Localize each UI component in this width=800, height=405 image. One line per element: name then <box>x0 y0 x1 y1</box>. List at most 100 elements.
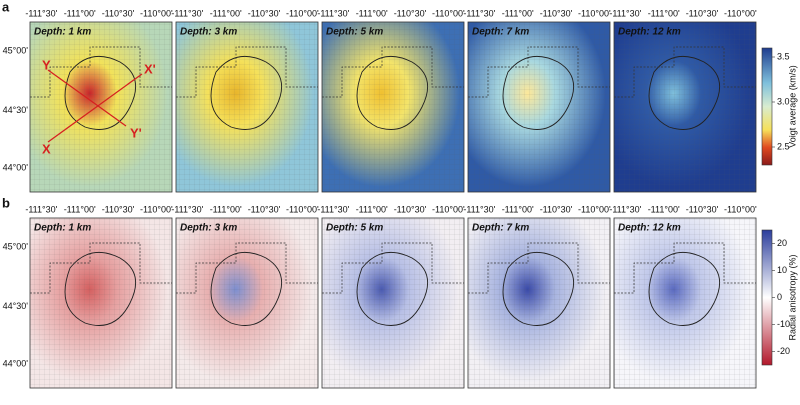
map-grid <box>468 22 610 192</box>
longitude-label: -110°00' <box>286 204 319 214</box>
map-grid <box>176 22 318 192</box>
contour <box>64 251 137 326</box>
latitude-label: 44°30' <box>3 105 29 115</box>
longitude-label: -111°30' <box>609 204 641 214</box>
colorbar-label: Voigt average (km/s) <box>787 65 797 148</box>
latitude-label: 44°00' <box>3 359 29 369</box>
longitude-label: -110°00' <box>724 204 757 214</box>
longitude-label: -111°00' <box>502 204 534 214</box>
longitude-label: -111°30' <box>171 204 203 214</box>
latitude-label: 44°00' <box>3 163 29 173</box>
contour <box>648 55 721 130</box>
longitude-label: -110°00' <box>578 8 611 18</box>
longitude-label: -111°00' <box>648 8 680 18</box>
boundary <box>614 46 756 98</box>
colorbar-tick-label: 3.5 <box>777 51 790 61</box>
colorbar-tick-label: 0 <box>777 292 782 302</box>
longitude-label: -110°30' <box>394 8 427 18</box>
profile-label: X' <box>144 61 156 76</box>
longitude-label: -111°30' <box>463 204 495 214</box>
longitude-label: -110°30' <box>248 204 281 214</box>
colorbar <box>761 229 773 366</box>
longitude-label: -111°30' <box>171 8 203 18</box>
longitude-label: -110°00' <box>432 204 465 214</box>
longitude-label: -110°00' <box>140 204 173 214</box>
longitude-label: -110°00' <box>286 8 319 18</box>
longitude-label: -110°30' <box>540 8 573 18</box>
boundary <box>176 242 318 294</box>
longitude-label: -110°30' <box>540 204 573 214</box>
longitude-label: -111°30' <box>317 8 349 18</box>
longitude-label: -110°30' <box>248 8 281 18</box>
depth-label: Depth: 12 km <box>618 223 681 234</box>
colorbar-tick-label: 3.0 <box>777 96 790 106</box>
longitude-label: -110°30' <box>102 204 135 214</box>
depth-label: Depth: 12 km <box>618 27 681 38</box>
latitude-label: 45°00' <box>3 45 29 55</box>
longitude-label: -111°00' <box>648 204 680 214</box>
longitude-label: -111°00' <box>210 204 242 214</box>
panel-letter: b <box>2 195 10 210</box>
map-grid <box>614 22 756 192</box>
contour <box>210 251 283 326</box>
colorbar-tick-label: -10 <box>777 319 790 329</box>
panel-letter: a <box>2 0 10 14</box>
longitude-label: -110°30' <box>686 8 719 18</box>
contour <box>502 251 575 326</box>
contour <box>356 251 429 326</box>
colorbar-label: Radial anisotropy (%) <box>787 254 797 340</box>
contour <box>648 251 721 326</box>
contour <box>210 55 283 130</box>
longitude-label: -111°00' <box>502 8 534 18</box>
longitude-label: -111°30' <box>317 204 349 214</box>
colorbar-tick-label: 2.5 <box>777 141 790 151</box>
longitude-label: -111°30' <box>25 8 57 18</box>
boundary <box>468 242 610 294</box>
contour <box>356 55 429 130</box>
profile-line <box>47 69 127 127</box>
longitude-label: -111°30' <box>463 8 495 18</box>
boundary <box>322 46 464 98</box>
depth-label: Depth: 7 km <box>472 223 529 234</box>
longitude-label: -111°00' <box>356 204 388 214</box>
longitude-label: -110°00' <box>578 204 611 214</box>
depth-label: Depth: 7 km <box>472 27 529 38</box>
longitude-label: -110°30' <box>102 8 135 18</box>
map-grid <box>176 218 318 388</box>
depth-label: Depth: 1 km <box>34 223 91 234</box>
depth-label: Depth: 5 km <box>326 27 383 38</box>
longitude-label: -110°30' <box>686 204 719 214</box>
longitude-label: -110°30' <box>394 204 427 214</box>
map-grid <box>322 218 464 388</box>
boundary <box>30 46 172 98</box>
colorbar <box>761 47 773 166</box>
profile-line <box>47 73 143 143</box>
boundary <box>176 46 318 98</box>
longitude-label: -111°00' <box>210 8 242 18</box>
boundary <box>614 242 756 294</box>
contour <box>64 55 137 130</box>
depth-label: Depth: 5 km <box>326 223 383 234</box>
longitude-label: -111°30' <box>609 8 641 18</box>
colorbar-tick-label: 20 <box>777 238 787 248</box>
longitude-label: -110°00' <box>724 8 757 18</box>
contour <box>502 55 575 130</box>
map-grid <box>614 218 756 388</box>
boundary <box>30 242 172 294</box>
profile-label: Y <box>42 57 51 72</box>
boundary <box>468 46 610 98</box>
profile-label: X <box>42 141 51 156</box>
map-grid <box>30 22 172 192</box>
latitude-label: 45°00' <box>3 241 29 251</box>
map-grid <box>30 218 172 388</box>
longitude-label: -110°00' <box>140 8 173 18</box>
longitude-label: -111°00' <box>64 204 96 214</box>
map-grid <box>322 22 464 192</box>
longitude-label: -111°00' <box>64 8 96 18</box>
longitude-label: -111°30' <box>25 204 57 214</box>
map-grid <box>468 218 610 388</box>
depth-label: Depth: 3 km <box>180 27 237 38</box>
depth-label: Depth: 3 km <box>180 223 237 234</box>
colorbar-tick-label: -20 <box>777 346 790 356</box>
